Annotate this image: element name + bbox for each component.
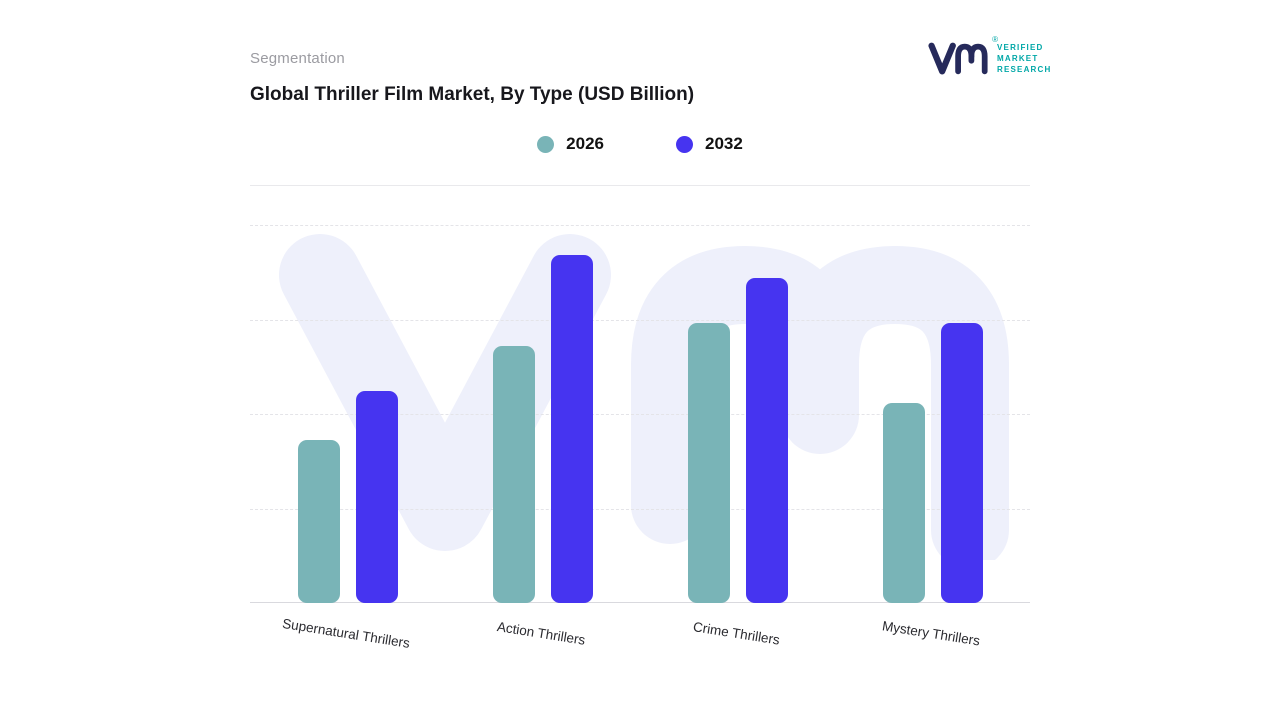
bar-group-supernatural-thrillers xyxy=(250,225,445,603)
gridline xyxy=(250,225,1030,226)
x-label-supernatural-thrillers: Supernatural Thrillers xyxy=(281,615,411,651)
bar-2026-crime-thrillers xyxy=(687,323,730,603)
x-axis-baseline xyxy=(250,602,1030,603)
legend-label-2026: 2026 xyxy=(566,134,604,153)
bar-2032-action-thrillers xyxy=(550,255,593,603)
vmr-word-verified: VERIFIED xyxy=(997,43,1044,52)
bar-2032-mystery-thrillers xyxy=(940,323,983,603)
bar-2032-supernatural-thrillers xyxy=(355,391,398,603)
bar-2026-supernatural-thrillers xyxy=(297,440,340,603)
bar-group-action-thrillers xyxy=(445,225,640,603)
vmr-monogram-icon: ® xyxy=(928,35,998,79)
section-eyebrow: Segmentation xyxy=(250,50,345,67)
vmr-word-research: RESEARCH xyxy=(997,65,1052,74)
legend-item-2032: 2032 xyxy=(676,134,743,154)
bar-2026-action-thrillers xyxy=(492,345,535,603)
registered-trademark-icon: ® xyxy=(992,35,998,44)
legend-label-2032: 2032 xyxy=(705,134,743,153)
vmr-wordmark: VERIFIED MARKET RESEARCH xyxy=(997,43,1052,75)
x-label-action-thrillers: Action Thrillers xyxy=(496,619,587,648)
gridline xyxy=(250,414,1030,415)
legend-swatch-2032 xyxy=(676,135,693,153)
bar-chart-plot-area xyxy=(250,225,1030,603)
chart-legend: 2026 2032 xyxy=(250,134,1030,154)
x-label-crime-thrillers: Crime Thrillers xyxy=(691,619,781,648)
vmr-word-market: MARKET xyxy=(997,54,1039,63)
bar-group-mystery-thrillers xyxy=(835,225,1030,603)
bar-group-crime-thrillers xyxy=(640,225,835,603)
gridline xyxy=(250,508,1030,510)
header-divider xyxy=(250,185,1030,186)
bar-groups xyxy=(250,225,1030,603)
bar-2026-mystery-thrillers xyxy=(882,402,925,603)
vmr-logo: ® VERIFIED MARKET RESEARCH xyxy=(928,35,1078,82)
vm-monogram-icon xyxy=(928,42,988,75)
legend-swatch-2026 xyxy=(537,135,555,153)
x-label-mystery-thrillers: Mystery Thrillers xyxy=(881,618,982,649)
bar-2032-crime-thrillers xyxy=(745,277,788,603)
page-title: Global Thriller Film Market, By Type (US… xyxy=(250,84,695,105)
legend-item-2026: 2026 xyxy=(537,134,604,154)
x-axis-labels: Supernatural Thrillers Action Thrillers … xyxy=(250,615,1030,695)
gridline xyxy=(250,319,1030,321)
